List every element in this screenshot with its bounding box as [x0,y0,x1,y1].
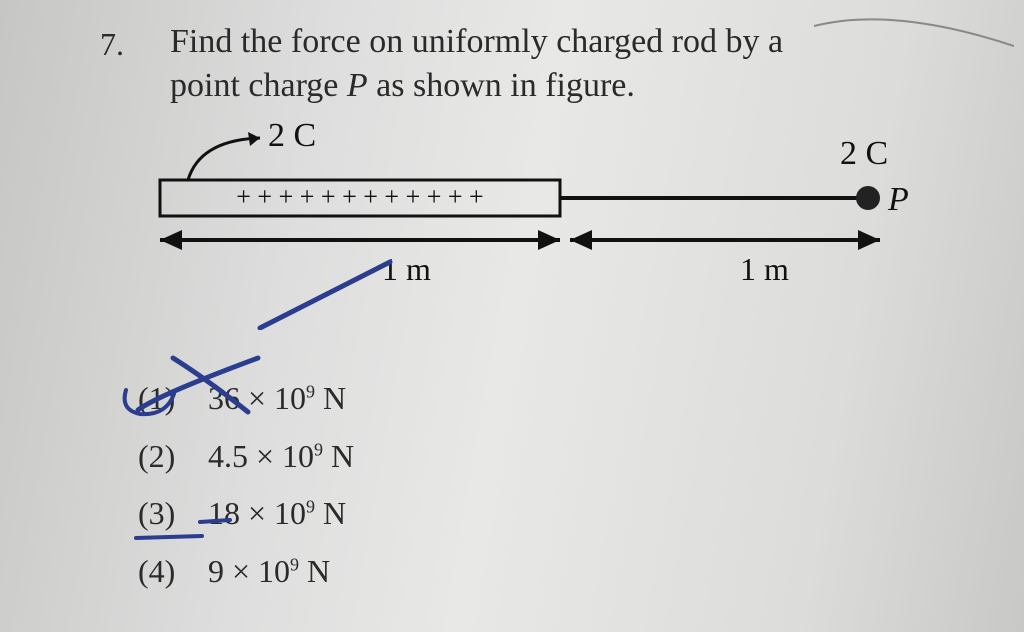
option-1-exp: 9 [306,381,315,401]
option-2-unit: N [323,438,354,474]
point-charge-label: 2 C [840,135,888,172]
question-P: P [347,67,368,104]
option-3-exp: 9 [306,497,315,517]
question-line2a: point charge [170,67,347,104]
option-4-exp: 9 [290,554,299,574]
option-2-val: 4.5 × 10 [208,438,314,474]
option-3-num: (3) [138,497,200,531]
page: 7. Find the force on uniformly charged r… [0,0,1024,632]
option-4-num: (4) [138,555,200,589]
option-2-num: (2) [138,440,200,474]
dim-left-arrow-r [538,230,560,250]
diagram-svg: + + + + + + + + + + + + 2 C 2 C P 1 m 1 … [140,120,920,330]
dim-right-label: 1 m [740,251,789,287]
option-4-val: 9 × 10 [208,553,290,589]
dim-left-label: 1 m [382,251,431,287]
option-1: (1) 36 × 109 N [138,382,354,416]
option-4: (4) 9 × 109 N [138,555,354,589]
option-2-exp: 9 [314,439,323,459]
rod-charge-label: 2 C [268,120,316,154]
option-1-num: (1) [138,382,200,416]
option-3-unit: N [315,495,346,531]
option-3: (3) 18 × 109 N [138,497,354,531]
options-list: (1) 36 × 109 N (2) 4.5 × 109 N (3) 18 × … [138,358,354,612]
option-2: (2) 4.5 × 109 N [138,440,354,474]
option-4-unit: N [299,553,330,589]
option-1-val: 36 × 10 [208,380,306,416]
rod-label-arrow-head [248,132,260,146]
question-text: Find the force on uniformly charged rod … [170,20,970,108]
rod-label-arrow-path [188,138,260,180]
dim-left-arrow-l [160,230,182,250]
option-3-val: 18 × 10 [208,495,306,531]
dim-right-arrow-r [858,230,880,250]
rod-plus-signs: + + + + + + + + + + + + [236,182,483,211]
pen-stroke-diagram [260,262,390,328]
diagram: + + + + + + + + + + + + 2 C 2 C P 1 m 1 … [140,120,920,320]
question-line1: Find the force on uniformly charged rod … [170,23,783,60]
question-line2b: as shown in figure. [368,67,635,104]
option-1-unit: N [315,380,346,416]
question-number: 7. [100,26,124,63]
dim-right-arrow-l [570,230,592,250]
point-p-dot [856,186,880,210]
point-p-label: P [887,181,909,218]
